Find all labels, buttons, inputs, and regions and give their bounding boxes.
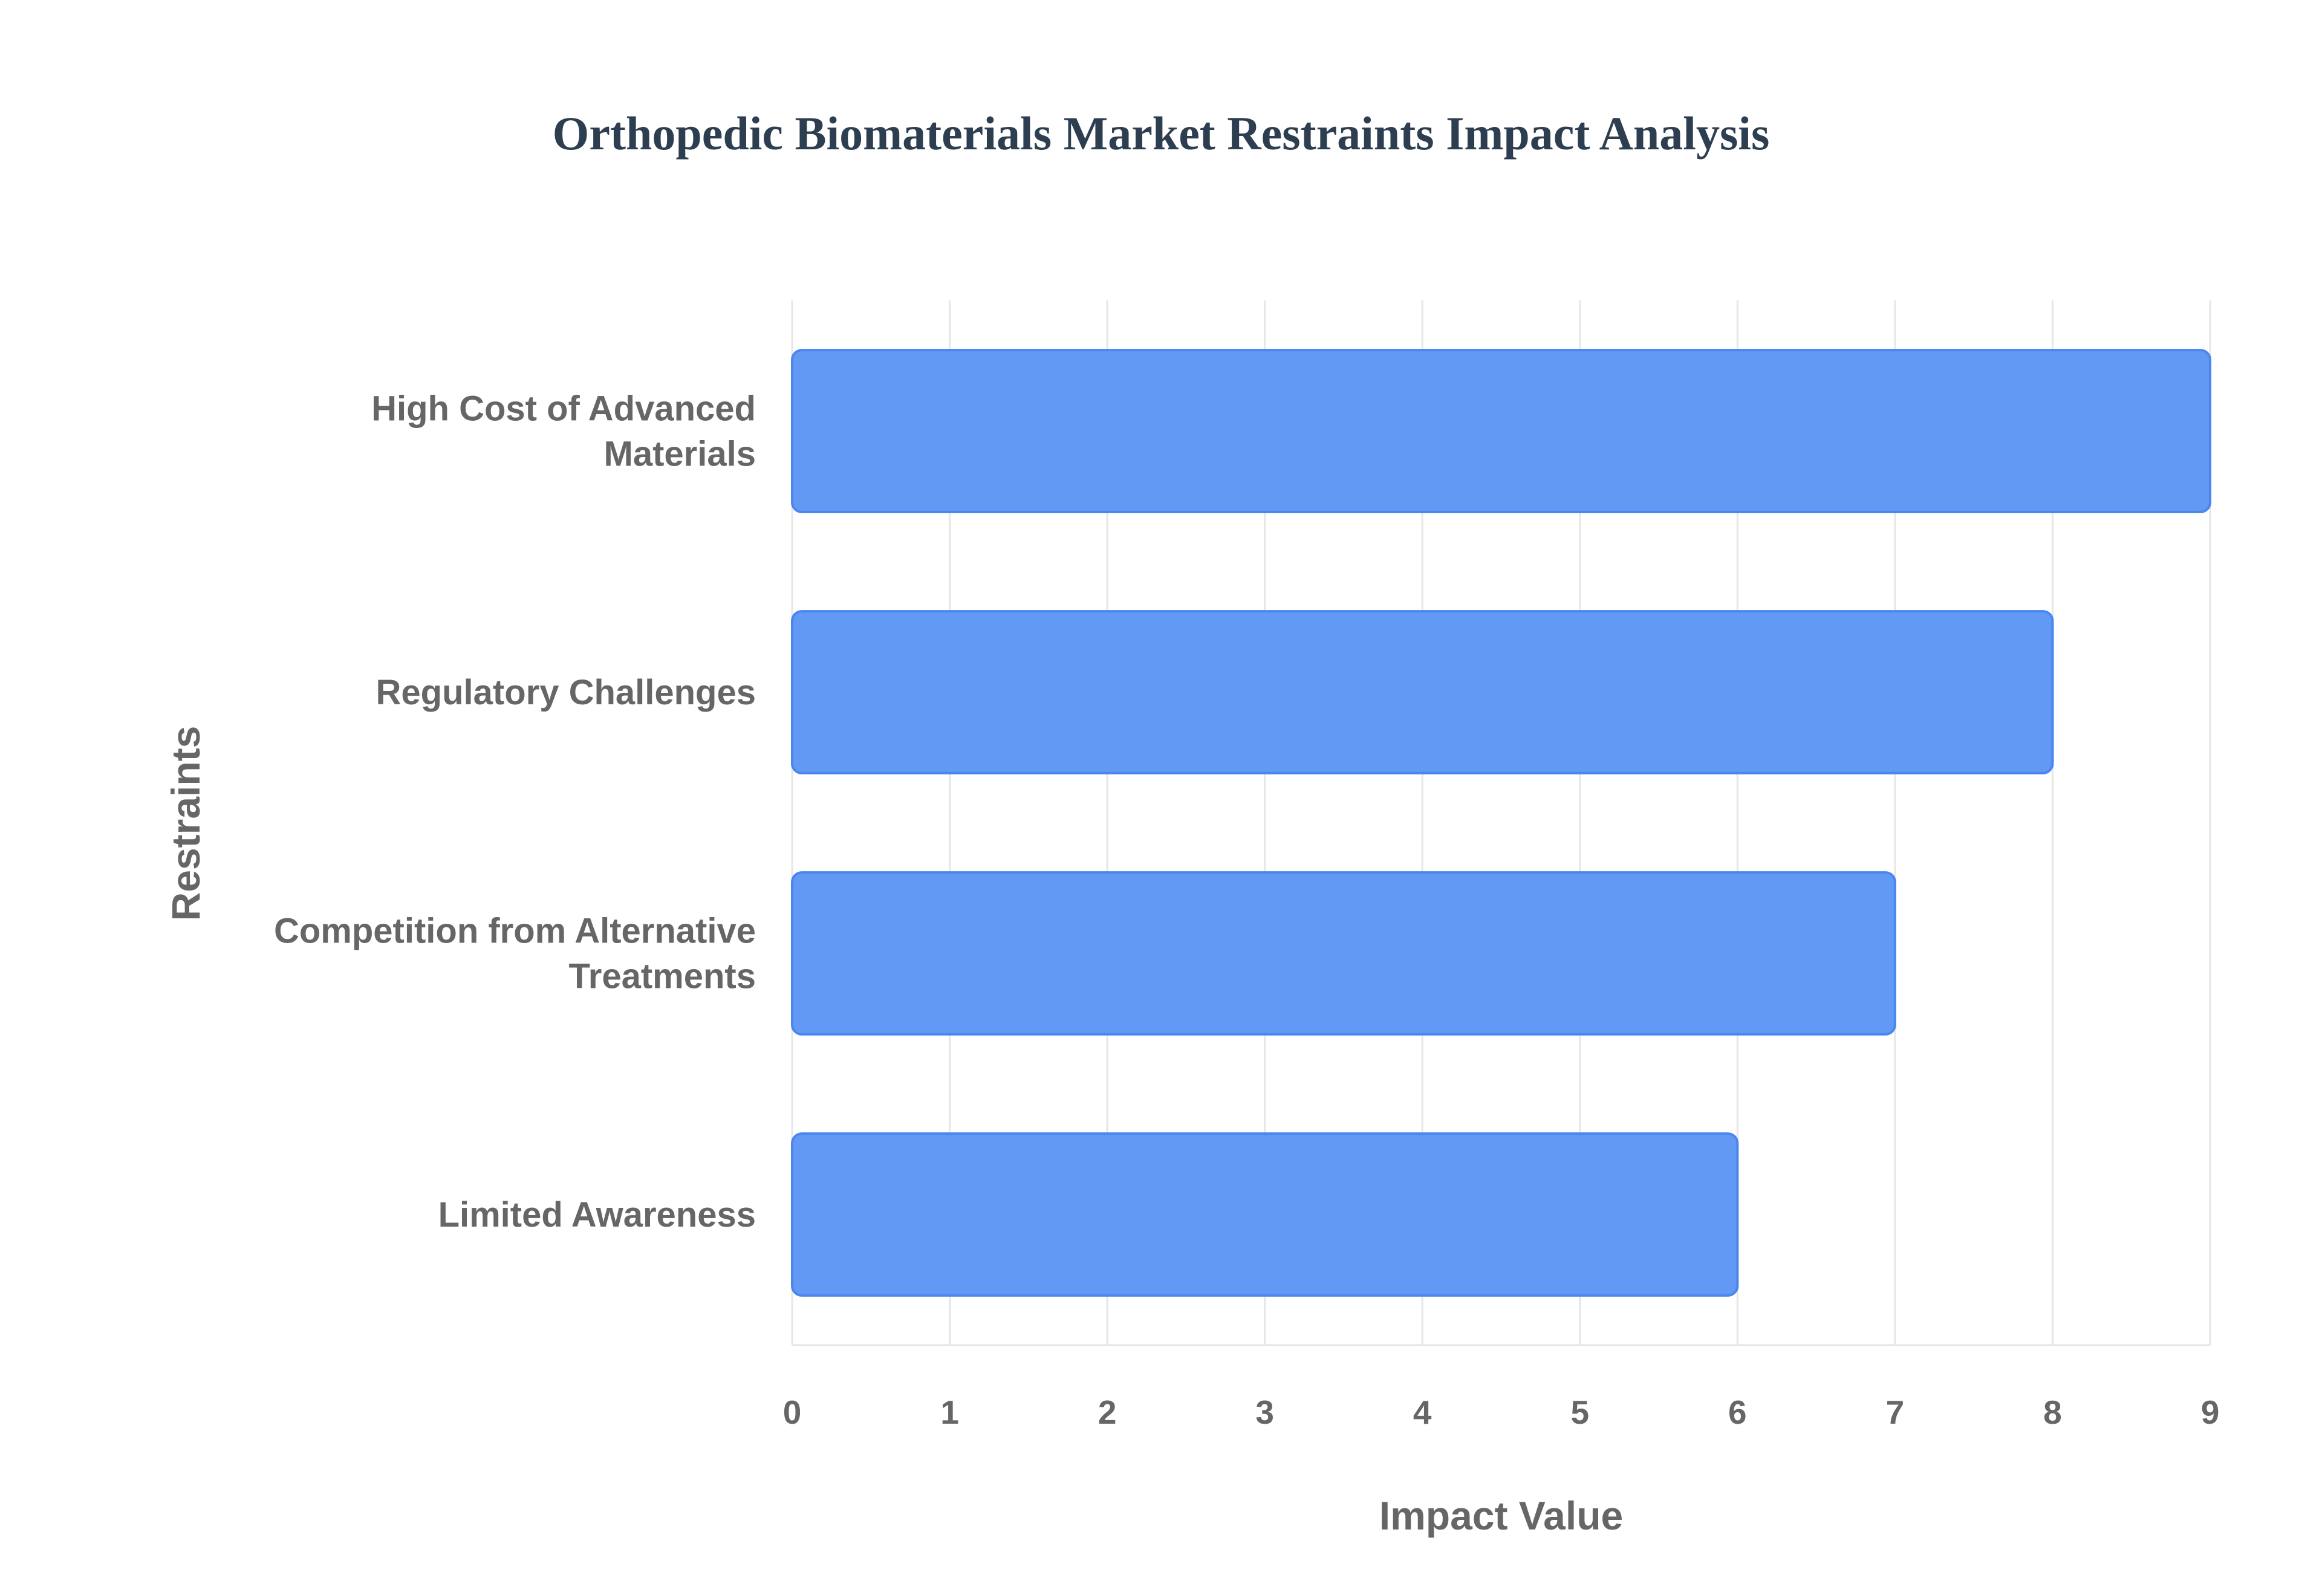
category-label: High Cost of Advanced bbox=[371, 389, 756, 429]
category-label: Competition from Alternative bbox=[274, 912, 756, 951]
category-label: Treatments bbox=[569, 957, 756, 996]
bar-3 bbox=[791, 1132, 1739, 1297]
x-axis-title: Impact Value bbox=[1379, 1493, 1624, 1538]
x-tick-label: 3 bbox=[1255, 1393, 1274, 1431]
x-tick-label: 8 bbox=[2043, 1393, 2062, 1431]
y-axis-title: Restraints bbox=[163, 726, 208, 921]
x-tick-label: 4 bbox=[1413, 1393, 1432, 1431]
bar-1 bbox=[791, 610, 2054, 774]
category-label: Limited Awareness bbox=[438, 1195, 756, 1234]
x-tick-label: 9 bbox=[2201, 1393, 2220, 1431]
category-label: Materials bbox=[604, 435, 756, 474]
x-tick-label: 7 bbox=[1886, 1393, 1905, 1431]
x-tick-label: 1 bbox=[940, 1393, 959, 1431]
x-tick-label: 6 bbox=[1728, 1393, 1747, 1431]
x-tick-label: 0 bbox=[783, 1393, 802, 1431]
chart-title: Orthopedic Biomaterials Market Restraint… bbox=[552, 107, 1770, 160]
category-label: Regulatory Challenges bbox=[376, 673, 756, 712]
x-tick-label: 2 bbox=[1098, 1393, 1117, 1431]
x-tick-label: 5 bbox=[1570, 1393, 1589, 1431]
bar-2 bbox=[791, 871, 1896, 1036]
bar-0 bbox=[791, 349, 2211, 513]
